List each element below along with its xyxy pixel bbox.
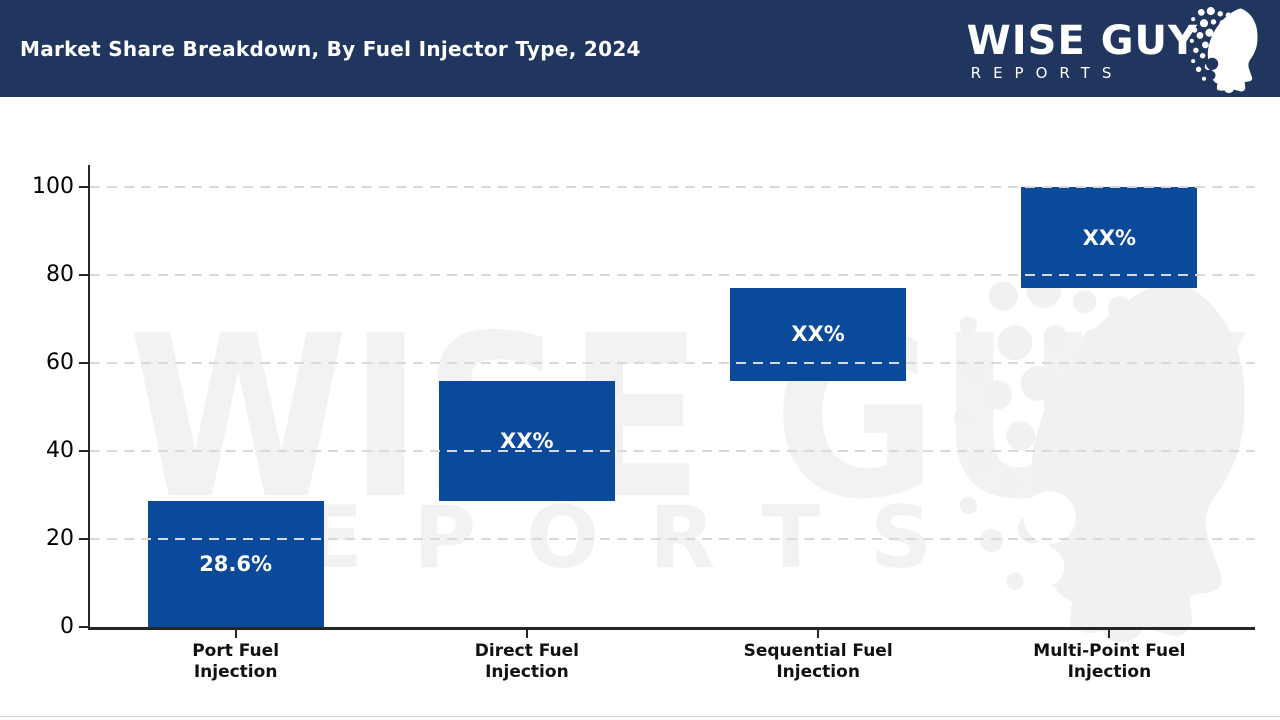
bar-value-label: XX% (500, 428, 554, 453)
bar: 28.6% (147, 501, 324, 627)
x-category-label: Sequential Fuel Injection (743, 641, 893, 683)
bar: XX% (1021, 187, 1198, 289)
bar-value-label: XX% (1082, 225, 1137, 250)
header-bar: Market Share Breakdown, By Fuel Injector… (0, 0, 1280, 97)
y-tick-mark (79, 186, 88, 188)
wiseguy-logo: WISE GUY REPORTS (967, 5, 1266, 95)
y-tick-label: 80 (46, 262, 74, 287)
logo-wordmark: WISE GUY (966, 18, 1198, 64)
x-tick-mark (234, 630, 237, 638)
gridline (90, 186, 1255, 188)
x-tick-mark (817, 630, 820, 638)
x-tick-mark (525, 630, 528, 638)
x-tick-mark (1108, 630, 1111, 638)
page-title: Market Share Breakdown, By Fuel Injector… (20, 36, 641, 61)
x-category-label: Direct Fuel Injection (474, 641, 579, 683)
x-category-label: Port Fuel Injection (192, 641, 280, 683)
y-tick-mark (79, 626, 88, 628)
y-tick-label: 40 (46, 438, 74, 463)
gridline (90, 450, 1255, 452)
bar-value-label: 28.6% (199, 552, 273, 577)
y-tick-mark (79, 274, 88, 276)
y-tick-mark (79, 538, 88, 540)
wiseguy-face-icon (1189, 7, 1258, 93)
logo-subtitle: REPORTS (970, 64, 1124, 82)
bar: XX% (438, 380, 615, 502)
y-tick-label: 0 (60, 614, 74, 639)
y-tick-mark (79, 362, 88, 364)
x-category-label: Multi-Point Fuel Injection (1033, 641, 1186, 683)
y-tick-label: 20 (46, 526, 74, 551)
y-tick-label: 60 (46, 350, 74, 375)
wiseguy-logo-text: WISE GUY REPORTS (967, 21, 1198, 82)
y-tick-mark (79, 450, 88, 452)
gridline (90, 362, 1255, 364)
bar-value-label: XX% (791, 322, 845, 347)
bar: XX% (730, 288, 907, 381)
y-tick-label: 100 (32, 174, 74, 199)
plot-area: 0 20 40 60 80 100 28.6% Port Fuel Injection XX% Di… (32, 165, 1255, 682)
gridline (90, 538, 1255, 540)
gridline (90, 274, 1255, 276)
bottom-border (0, 716, 1280, 717)
